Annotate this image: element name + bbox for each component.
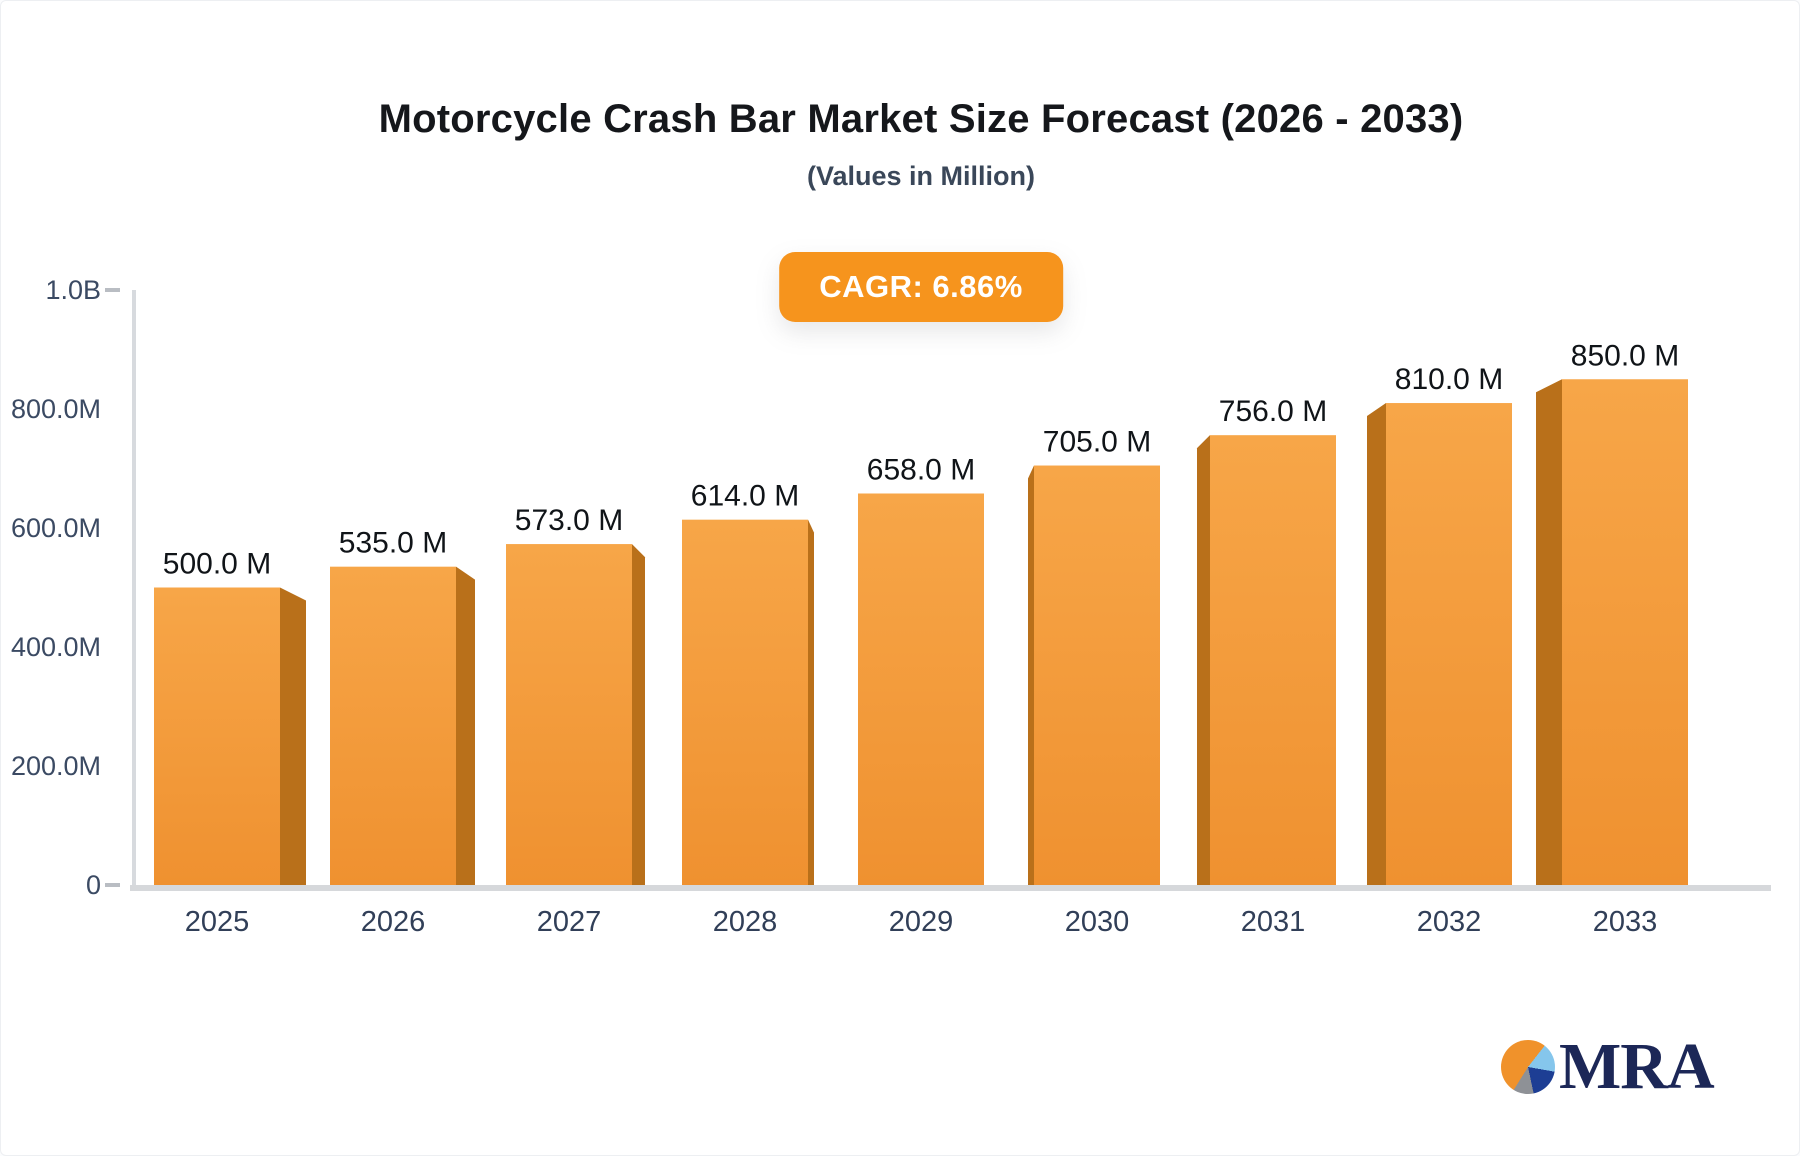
bar-2025 bbox=[154, 587, 280, 885]
y-axis-label: 0 bbox=[86, 870, 101, 900]
bar-value-label: 705.0 M bbox=[1043, 426, 1151, 459]
bar-side-face bbox=[456, 566, 475, 885]
logo-text: MRA bbox=[1559, 1030, 1715, 1103]
bar-2030 bbox=[1034, 465, 1160, 885]
bar-value-label: 614.0 M bbox=[691, 480, 799, 513]
x-axis-label: 2033 bbox=[1593, 906, 1658, 938]
bar-side-face bbox=[1536, 379, 1562, 885]
y-axis-tick bbox=[105, 288, 120, 292]
x-axis-label: 2031 bbox=[1241, 906, 1306, 938]
bar-2032 bbox=[1386, 403, 1512, 885]
bar-side-face bbox=[808, 519, 814, 885]
x-axis-line bbox=[130, 885, 1771, 891]
x-axis-label: 2026 bbox=[361, 906, 426, 938]
cagr-badge: CAGR: 6.86% bbox=[779, 252, 1063, 322]
y-axis-label: 1.0B bbox=[45, 275, 101, 305]
x-axis-label: 2029 bbox=[889, 906, 954, 938]
x-axis-label: 2027 bbox=[537, 906, 602, 938]
x-axis-label: 2032 bbox=[1417, 906, 1482, 938]
bar-value-label: 573.0 M bbox=[515, 504, 623, 537]
bar-value-label: 756.0 M bbox=[1219, 395, 1327, 428]
x-axis-label: 2030 bbox=[1065, 906, 1130, 938]
bar-value-label: 810.0 M bbox=[1395, 363, 1503, 396]
x-axis-label: 2028 bbox=[713, 906, 778, 938]
bar-2026 bbox=[330, 566, 456, 885]
y-axis-label: 400.0M bbox=[11, 632, 101, 662]
y-axis-line bbox=[132, 290, 136, 885]
chart-subtitle: (Values in Million) bbox=[806, 161, 1036, 191]
bar-side-face bbox=[1367, 403, 1386, 885]
mra-logo: MRA bbox=[1501, 1030, 1715, 1103]
bar-2031 bbox=[1210, 435, 1336, 885]
y-axis-label: 800.0M bbox=[11, 394, 101, 424]
bar-side-face bbox=[1028, 465, 1034, 885]
bar-side-face bbox=[1197, 435, 1210, 885]
y-axis-label: 200.0M bbox=[11, 751, 101, 781]
x-axis-label: 2025 bbox=[185, 906, 250, 938]
bar-value-label: 500.0 M bbox=[163, 548, 271, 581]
bar-value-label: 850.0 M bbox=[1571, 339, 1679, 372]
bar-2028 bbox=[682, 519, 808, 885]
cagr-badge-label: CAGR: 6.86% bbox=[819, 269, 1023, 304]
y-axis-label: 600.0M bbox=[11, 513, 101, 543]
bar-2027 bbox=[506, 544, 632, 885]
bar-side-face bbox=[280, 587, 306, 885]
bar-2029 bbox=[858, 493, 984, 885]
bar-value-label: 535.0 M bbox=[339, 527, 447, 560]
chart-title: Motorcycle Crash Bar Market Size Forecas… bbox=[378, 97, 1464, 141]
bar-value-label: 658.0 M bbox=[867, 453, 975, 486]
bar-side-face bbox=[632, 544, 645, 885]
y-axis-tick bbox=[105, 883, 120, 887]
pie-chart-logo-icon bbox=[1501, 1040, 1555, 1094]
bar-2033 bbox=[1562, 379, 1688, 885]
